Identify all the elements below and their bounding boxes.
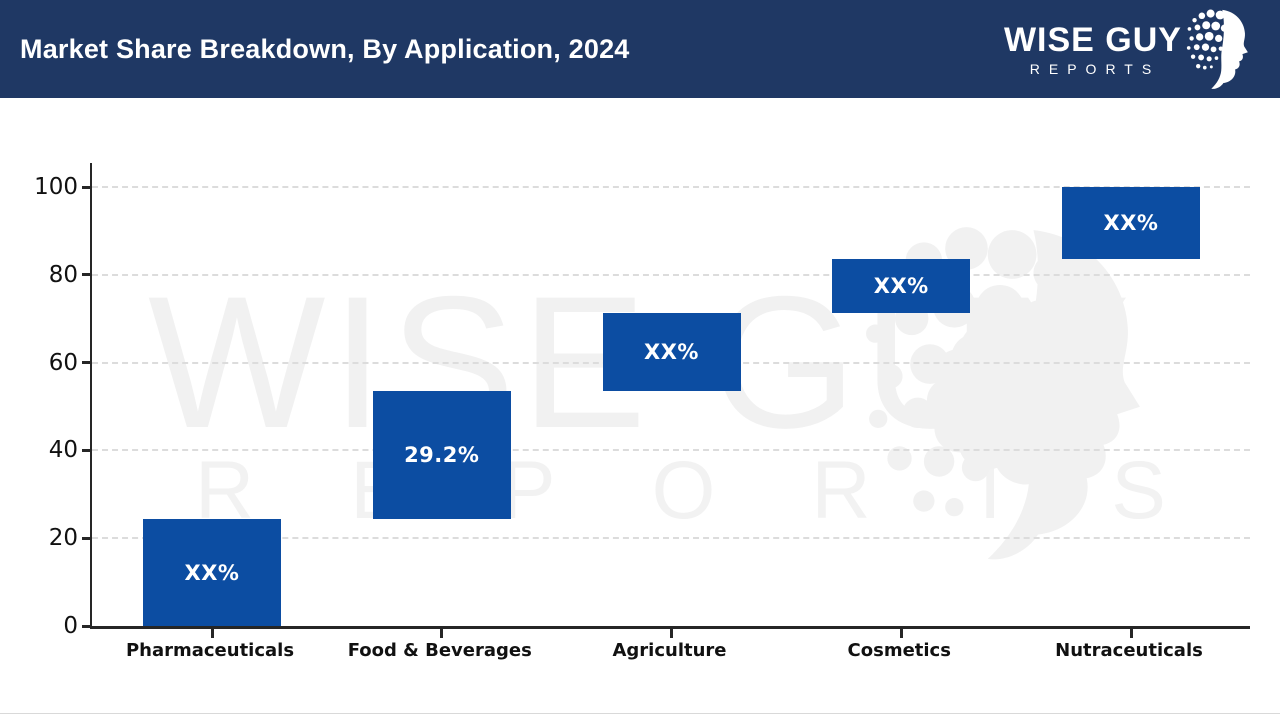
y-axis-label: 40 xyxy=(48,437,78,464)
gridline-40 xyxy=(92,449,1250,452)
category-label: Cosmetics xyxy=(847,640,951,661)
y-axis-tick xyxy=(82,536,90,540)
y-axis-tick xyxy=(82,361,90,365)
y-axis-label: 80 xyxy=(48,261,78,288)
gridline-20 xyxy=(92,537,1250,540)
bar-value-label: XX% xyxy=(873,273,929,298)
category-label: Nutraceuticals xyxy=(1055,640,1203,661)
x-axis-tick xyxy=(899,629,903,638)
brand-subtitle: REPORTS xyxy=(1029,60,1161,77)
x-axis-tick xyxy=(1129,629,1133,638)
x-axis-tick xyxy=(670,629,673,638)
dotted-head-profile-icon xyxy=(1186,9,1248,89)
chart-title: Market Share Breakdown, By Application, … xyxy=(20,33,630,64)
y-axis-label: 100 xyxy=(34,174,78,201)
gridline-100 xyxy=(92,186,1250,189)
plot-frame: XX% 29.2% XX% XX% XX% xyxy=(82,163,1250,638)
brand-text: WISE GUY REPORTS xyxy=(1004,23,1182,76)
chart-area: WISE GUY REPORTS XX% 29.2% XX% XX% XX% 0 20 40… xyxy=(0,98,1280,714)
brand-logo: WISE GUY REPORTS xyxy=(1004,7,1252,91)
gridline-80 xyxy=(92,273,1250,276)
category-label: Agriculture xyxy=(612,640,727,661)
y-axis-label: 60 xyxy=(48,349,78,376)
category-label: Pharmaceuticals xyxy=(125,640,295,661)
y-axis-tick xyxy=(82,448,90,452)
brand-name: WISE GUY xyxy=(1003,20,1182,59)
bottom-divider xyxy=(0,713,1280,714)
bar-value-label: 29.2% xyxy=(404,443,480,468)
y-axis-tick xyxy=(82,624,90,628)
header: Market Share Breakdown, By Application, … xyxy=(0,0,1280,98)
y-axis-label: 20 xyxy=(48,525,78,552)
y-axis-tick xyxy=(82,185,90,189)
waterfall-bar-2: 29.2% xyxy=(372,391,511,520)
bar-value-label: XX% xyxy=(184,560,240,585)
waterfall-bar-1: XX% xyxy=(143,519,281,626)
x-axis-tick xyxy=(210,629,214,638)
bar-value-label: XX% xyxy=(1103,211,1159,236)
y-axis-tick xyxy=(82,273,90,277)
waterfall-bar-5: XX% xyxy=(1062,187,1200,260)
waterfall-bar-3: XX% xyxy=(602,312,741,392)
x-axis-tick xyxy=(440,629,444,638)
bar-value-label: XX% xyxy=(644,339,699,364)
y-axis-label: 0 xyxy=(63,613,78,639)
category-label: Food & Beverages xyxy=(347,640,532,661)
waterfall-bar-4: XX% xyxy=(832,259,971,313)
